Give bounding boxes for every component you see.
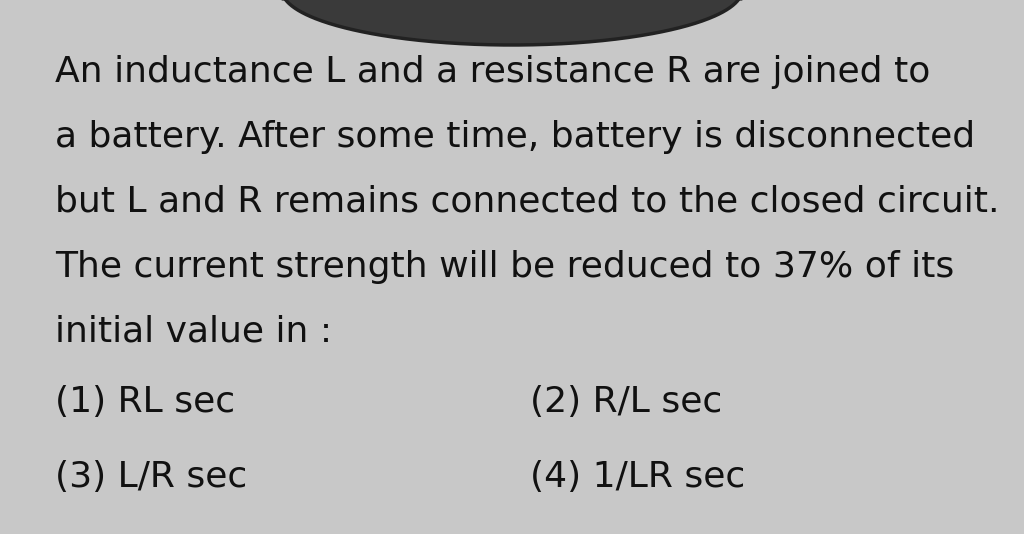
Text: but L and R remains connected to the closed circuit.: but L and R remains connected to the clo…	[55, 185, 999, 219]
Text: (4) 1/LR sec: (4) 1/LR sec	[530, 460, 745, 494]
Text: a battery. After some time, battery is disconnected: a battery. After some time, battery is d…	[55, 120, 975, 154]
Text: (3) L/R sec: (3) L/R sec	[55, 460, 247, 494]
Text: initial value in :: initial value in :	[55, 315, 332, 349]
Text: The current strength will be reduced to 37% of its: The current strength will be reduced to …	[55, 250, 954, 284]
Text: (1) RL sec: (1) RL sec	[55, 385, 236, 419]
Text: An inductance L and a resistance R are joined to: An inductance L and a resistance R are j…	[55, 55, 931, 89]
Polygon shape	[282, 0, 742, 45]
Text: (2) R/L sec: (2) R/L sec	[530, 385, 722, 419]
